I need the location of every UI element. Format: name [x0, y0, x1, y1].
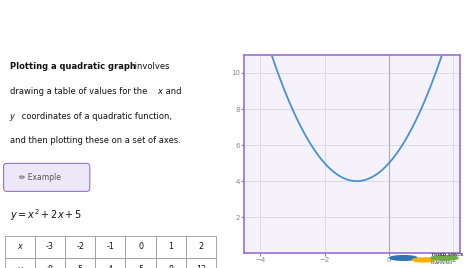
Bar [155, 258, 186, 268]
Bar [65, 236, 95, 258]
Circle shape [412, 258, 436, 262]
Bar [95, 236, 126, 258]
Text: -2: -2 [76, 243, 84, 251]
Text: -1: -1 [106, 243, 114, 251]
Bar [186, 258, 216, 268]
Text: y: y [18, 265, 22, 268]
Text: y: y [9, 111, 15, 121]
Text: LEARNING: LEARNING [431, 260, 453, 265]
Text: and: and [163, 87, 181, 96]
Text: -3: -3 [46, 243, 54, 251]
Bar [155, 236, 186, 258]
Text: 5: 5 [138, 265, 143, 268]
Text: 8: 8 [47, 265, 53, 268]
Bar [126, 236, 155, 258]
Text: and then plotting these on a set of axes.: and then plotting these on a set of axes… [9, 136, 181, 146]
Bar [5, 236, 35, 258]
Bar [65, 258, 95, 268]
Text: 5: 5 [78, 265, 83, 268]
Circle shape [390, 256, 417, 260]
Text: coordinates of a quadratic function,: coordinates of a quadratic function, [18, 111, 172, 121]
Text: x: x [157, 87, 162, 96]
Text: involves: involves [132, 62, 169, 71]
Text: 0: 0 [138, 243, 143, 251]
Text: Plotting Quadratic Graphs: Plotting Quadratic Graphs [12, 20, 276, 38]
Bar [35, 236, 65, 258]
Text: 1: 1 [168, 243, 173, 251]
Text: 2: 2 [198, 243, 203, 251]
Text: 13: 13 [196, 265, 206, 268]
Circle shape [431, 256, 458, 260]
Text: drawing a table of values for the: drawing a table of values for the [9, 87, 150, 96]
Bar [126, 258, 155, 268]
FancyBboxPatch shape [4, 163, 90, 191]
Text: THIRD SPACE: THIRD SPACE [431, 254, 463, 258]
Text: x: x [18, 243, 22, 251]
Bar [186, 236, 216, 258]
Text: 4: 4 [108, 265, 113, 268]
Text: $y = x^2 + 2x + 5$: $y = x^2 + 2x + 5$ [9, 208, 82, 224]
Text: Plotting a quadratic graph: Plotting a quadratic graph [9, 62, 136, 71]
Bar [95, 258, 126, 268]
Text: 8: 8 [168, 265, 173, 268]
Bar [5, 258, 35, 268]
Text: ✏ Example: ✏ Example [19, 173, 61, 182]
Bar [35, 258, 65, 268]
